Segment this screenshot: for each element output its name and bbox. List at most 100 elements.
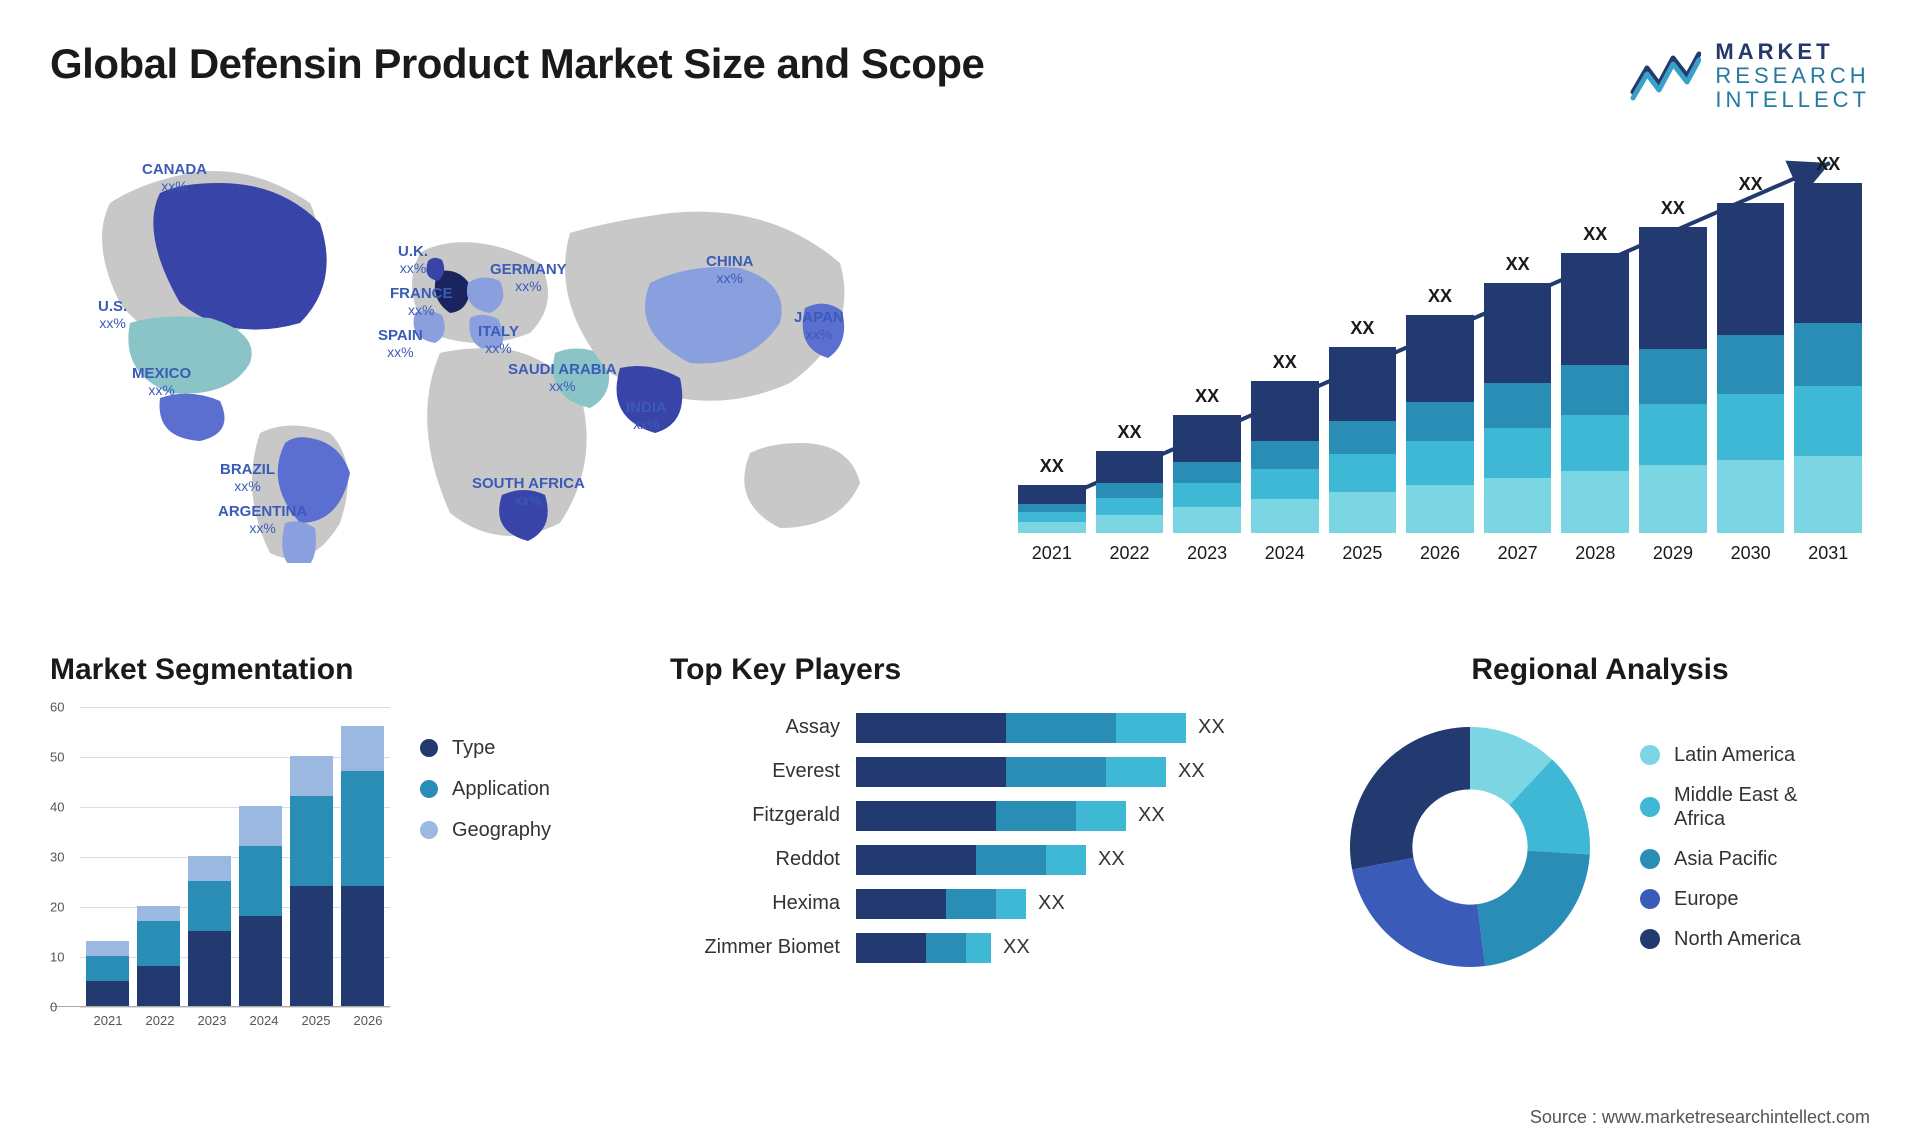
player-seg: [856, 801, 996, 831]
seg-y-label: 20: [50, 899, 64, 914]
growth-seg: [1251, 381, 1319, 442]
player-seg: [1116, 713, 1186, 743]
growth-seg: [1561, 365, 1629, 415]
regional-legend-item: North America: [1640, 927, 1801, 951]
map-label-canada: CANADAxx%: [142, 161, 207, 194]
seg-seg: [188, 931, 231, 1006]
regional-legend-item: Europe: [1640, 887, 1801, 911]
legend-label: Middle East &Africa: [1674, 783, 1797, 831]
player-name: Hexima: [670, 892, 840, 915]
growth-x-label: 2022: [1096, 543, 1164, 564]
map-label-uk: U.K.xx%: [398, 243, 428, 276]
growth-bar-label: XX: [1273, 352, 1297, 373]
top-section: CANADAxx%U.S.xx%MEXICOxx%BRAZILxx%ARGENT…: [50, 143, 1870, 603]
legend-dot: [420, 739, 438, 757]
seg-x-label: 2024: [242, 1013, 286, 1028]
growth-seg: [1794, 323, 1862, 386]
logo-text: MARKET RESEARCH INTELLECT: [1715, 40, 1870, 113]
growth-bar-2023: XX: [1173, 153, 1241, 533]
seg-gridline: [80, 1007, 390, 1008]
growth-bar-label: XX: [1739, 174, 1763, 195]
donut-slice: [1352, 857, 1485, 966]
player-value: XX: [1178, 760, 1205, 783]
player-seg: [976, 845, 1046, 875]
growth-bar-label: XX: [1583, 224, 1607, 245]
segmentation-legend: Type Application Geography: [420, 707, 551, 1027]
world-map: CANADAxx%U.S.xx%MEXICOxx%BRAZILxx%ARGENT…: [50, 143, 950, 603]
growth-seg: [1484, 283, 1552, 383]
player-value: XX: [1038, 892, 1065, 915]
map-label-china: CHINAxx%: [706, 253, 754, 286]
growth-seg: [1717, 203, 1785, 335]
growth-seg: [1173, 415, 1241, 462]
growth-x-label: 2029: [1639, 543, 1707, 564]
growth-seg: [1484, 428, 1552, 478]
player-bar: [856, 757, 1166, 787]
legend-dot: [1640, 929, 1660, 949]
player-row: EverestXX: [670, 757, 1270, 787]
growth-seg: [1794, 386, 1862, 456]
seg-y-label: 0: [50, 999, 57, 1014]
seg-legend-item: Type: [420, 737, 551, 760]
growth-seg: [1173, 483, 1241, 507]
growth-bar-label: XX: [1661, 198, 1685, 219]
growth-bar-2026: XX: [1406, 153, 1474, 533]
growth-chart: XXXXXXXXXXXXXXXXXXXXXX 20212022202320242…: [1010, 143, 1870, 603]
seg-x-label: 2025: [294, 1013, 338, 1028]
regional-legend-item: Middle East &Africa: [1640, 783, 1801, 831]
player-seg: [926, 933, 966, 963]
growth-seg: [1561, 471, 1629, 533]
logo-line3: INTELLECT: [1715, 88, 1870, 112]
growth-seg: [1406, 402, 1474, 441]
growth-x-label: 2026: [1406, 543, 1474, 564]
seg-seg: [86, 956, 129, 981]
growth-bar-label: XX: [1117, 422, 1141, 443]
player-seg: [996, 801, 1076, 831]
seg-seg: [137, 966, 180, 1006]
map-label-italy: ITALYxx%: [478, 323, 519, 356]
seg-seg: [290, 796, 333, 886]
seg-seg: [341, 771, 384, 886]
player-name: Zimmer Biomet: [670, 936, 840, 959]
growth-seg: [1561, 415, 1629, 471]
growth-seg: [1173, 507, 1241, 533]
growth-bar-label: XX: [1506, 254, 1530, 275]
growth-bar-2021: XX: [1018, 153, 1086, 533]
growth-seg: [1794, 183, 1862, 323]
player-seg: [996, 889, 1026, 919]
legend-label: Latin America: [1674, 743, 1795, 767]
seg-bar-2025: [290, 756, 333, 1006]
key-players-chart: AssayXXEverestXXFitzgeraldXXReddotXXHexi…: [670, 707, 1270, 963]
map-label-germany: GERMANYxx%: [490, 261, 567, 294]
player-seg: [966, 933, 991, 963]
growth-seg: [1018, 485, 1086, 504]
regional-title: Regional Analysis: [1330, 653, 1870, 687]
growth-seg: [1484, 383, 1552, 428]
regional-legend-item: Asia Pacific: [1640, 847, 1801, 871]
legend-dot: [1640, 849, 1660, 869]
player-seg: [1006, 757, 1106, 787]
key-players-panel: Top Key Players AssayXXEverestXXFitzgera…: [670, 653, 1270, 1053]
seg-x-label: 2023: [190, 1013, 234, 1028]
map-label-southafrica: SOUTH AFRICAxx%: [472, 475, 585, 508]
growth-seg: [1173, 462, 1241, 483]
growth-x-label: 2030: [1717, 543, 1785, 564]
legend-label: Application: [452, 778, 550, 801]
player-row: ReddotXX: [670, 845, 1270, 875]
player-name: Assay: [670, 716, 840, 739]
player-value: XX: [1138, 804, 1165, 827]
growth-bar-2027: XX: [1484, 153, 1552, 533]
seg-x-label: 2021: [86, 1013, 130, 1028]
player-name: Fitzgerald: [670, 804, 840, 827]
growth-seg: [1251, 499, 1319, 532]
growth-seg: [1329, 492, 1397, 533]
player-seg: [856, 757, 1006, 787]
growth-seg: [1794, 456, 1862, 533]
legend-label: Geography: [452, 819, 551, 842]
map-label-mexico: MEXICOxx%: [132, 365, 191, 398]
player-value: XX: [1098, 848, 1125, 871]
seg-y-label: 10: [50, 949, 64, 964]
brand-logo: MARKET RESEARCH INTELLECT: [1629, 40, 1870, 113]
player-seg: [1006, 713, 1116, 743]
growth-seg: [1251, 441, 1319, 468]
